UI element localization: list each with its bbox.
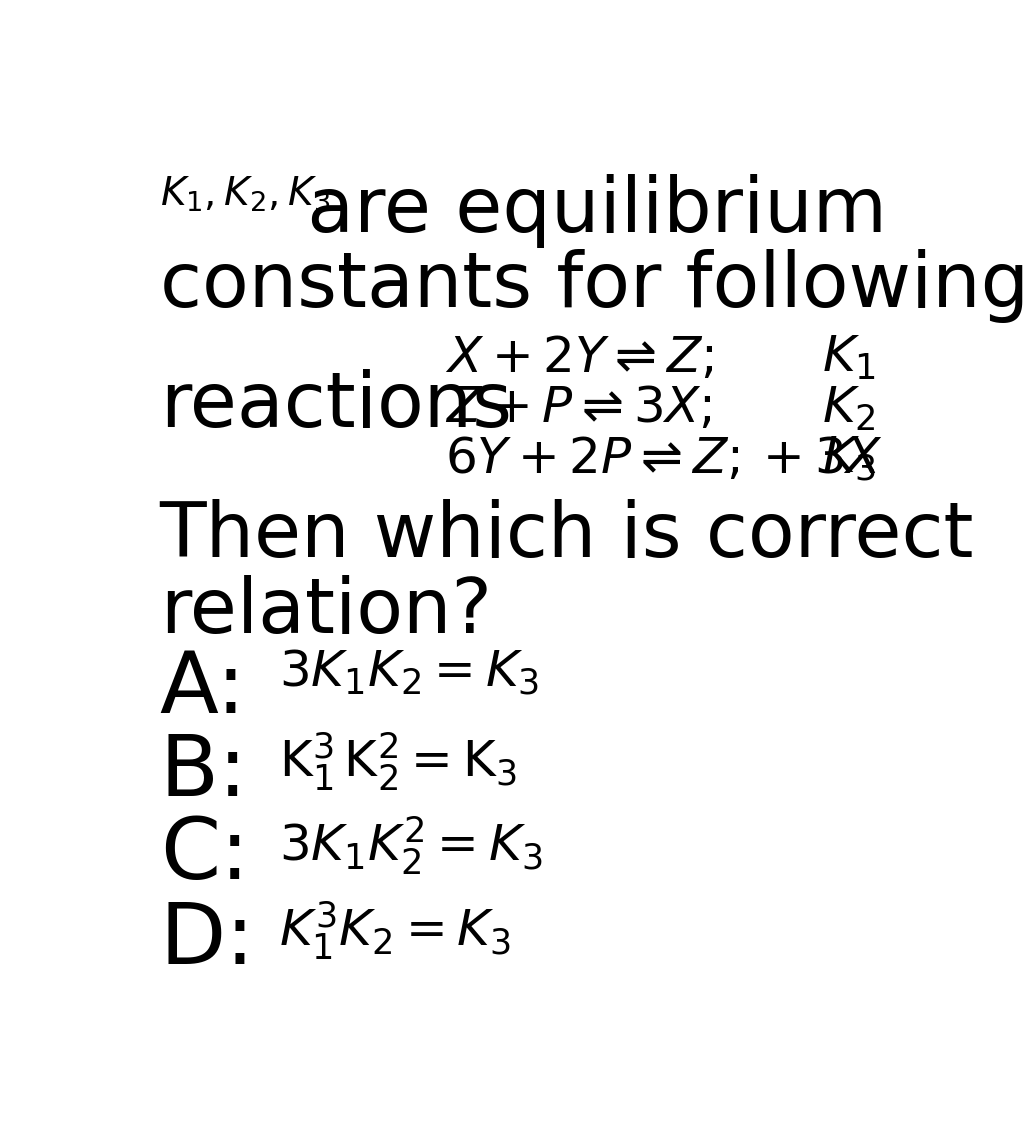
Text: $3K_1 K_2^2 = K_3$: $3K_1 K_2^2 = K_3$ <box>279 814 543 876</box>
Text: $\mathrm{K}_1^3\, \mathrm{K}_2^2 = \mathrm{K}_3$: $\mathrm{K}_1^3\, \mathrm{K}_2^2 = \math… <box>279 731 517 793</box>
Text: $X + 2Y \rightleftharpoons Z;$: $X + 2Y \rightleftharpoons Z;$ <box>445 334 714 383</box>
Text: $K_1, K_2, K_3$: $K_1, K_2, K_3$ <box>160 174 330 213</box>
Text: constants for following: constants for following <box>160 250 1024 323</box>
Text: are equilibrium: are equilibrium <box>283 174 887 248</box>
Text: $K_2$: $K_2$ <box>822 385 877 433</box>
Text: $Z + P \rightleftharpoons 3X;$: $Z + P \rightleftharpoons 3X;$ <box>445 385 712 432</box>
Text: relation?: relation? <box>160 575 492 649</box>
Text: A:: A: <box>160 648 246 731</box>
Text: $K_3$: $K_3$ <box>822 434 877 483</box>
Text: B:: B: <box>160 731 248 814</box>
Text: $K_1^3 K_2 = K_3$: $K_1^3 K_2 = K_3$ <box>279 899 511 962</box>
Text: $6Y + 2P \rightleftharpoons Z; +3X$: $6Y + 2P \rightleftharpoons Z; +3X$ <box>445 434 883 483</box>
Text: C:: C: <box>160 814 249 897</box>
Text: $K_1$: $K_1$ <box>822 334 877 383</box>
Text: D:: D: <box>160 899 255 982</box>
Text: $3K_1 K_2 = K_3$: $3K_1 K_2 = K_3$ <box>279 648 539 698</box>
Text: reactions: reactions <box>160 369 512 443</box>
Text: Then which is correct: Then which is correct <box>160 498 974 573</box>
